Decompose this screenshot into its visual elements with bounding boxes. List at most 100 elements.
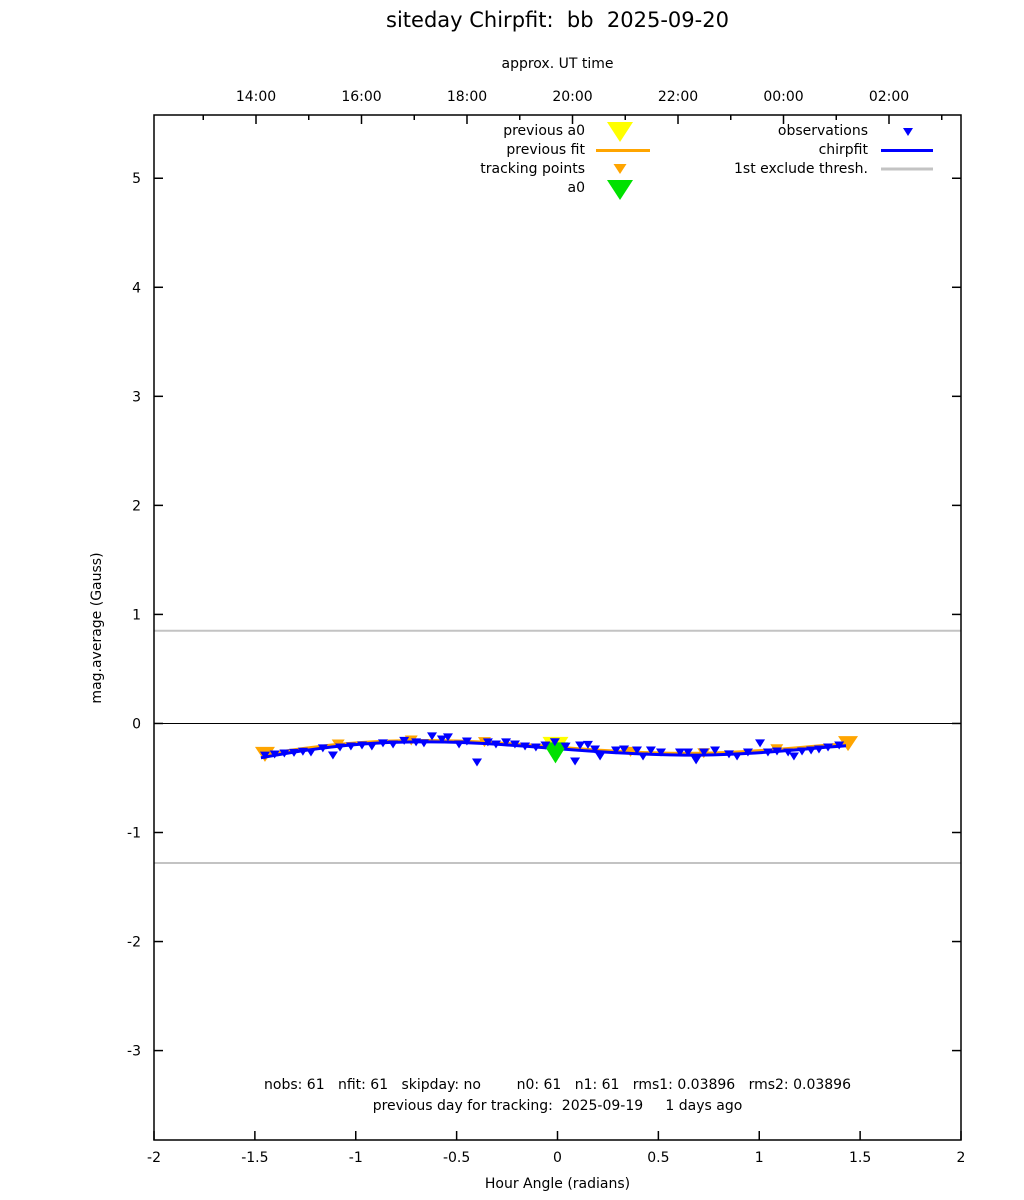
- observation-marker: [317, 744, 328, 753]
- observation-marker: [742, 748, 753, 757]
- observation-marker: [427, 732, 438, 741]
- x-axis-tick-label: 0.5: [647, 1150, 669, 1166]
- y-axis-tick-label: -2: [127, 935, 141, 951]
- observation-marker: [399, 736, 410, 745]
- y-axis-tick-label: -3: [127, 1044, 141, 1060]
- x-axis-tick-label: 1.5: [849, 1150, 871, 1166]
- legend-label-a0: a0: [567, 180, 586, 196]
- x2-axis-tick-label: 00:00: [763, 89, 803, 105]
- observation-marker: [520, 742, 531, 751]
- observation-marker: [788, 752, 799, 761]
- stats-line-2: previous day for tracking: 2025-09-19 1 …: [372, 1098, 743, 1114]
- stats-line-1: nobs: 61 nfit: 61 skipday: no n0: 61 n1:…: [264, 1077, 851, 1093]
- observation-marker: [472, 758, 483, 767]
- y-axis-tick-label: 3: [132, 389, 141, 405]
- observation-marker: [655, 748, 666, 757]
- observation-marker: [454, 740, 465, 749]
- observation-marker: [595, 752, 606, 761]
- plot-border: [153, 114, 962, 1141]
- observation-marker: [305, 748, 316, 757]
- observation-marker: [772, 747, 783, 756]
- x-axis-tick-label: -1: [349, 1150, 363, 1166]
- observation-marker: [279, 749, 290, 758]
- observation-marker: [461, 737, 472, 746]
- legend-label-previous-fit: previous fit: [506, 142, 585, 158]
- legend-marker-sample: [607, 122, 633, 142]
- observation-marker: [501, 738, 512, 747]
- observation-marker: [411, 738, 422, 747]
- observation-marker: [549, 738, 560, 747]
- x2-axis-tick-label: 18:00: [447, 89, 487, 105]
- observation-marker: [377, 739, 388, 748]
- observation-marker: [691, 756, 702, 765]
- legend-marker-sample: [903, 128, 913, 136]
- observation-marker: [710, 746, 721, 755]
- observation-marker: [683, 748, 694, 757]
- x-axis-tick-label: 1: [755, 1150, 764, 1166]
- observation-marker: [762, 748, 773, 757]
- observation-marker: [345, 742, 356, 751]
- legend-label-observations: observations: [777, 123, 868, 139]
- legend-marker-sample: [613, 164, 627, 174]
- y-axis-tick-label: 0: [132, 716, 141, 732]
- observation-marker: [327, 751, 338, 760]
- observation-marker: [482, 738, 493, 747]
- observation-marker: [834, 741, 845, 750]
- observation-marker: [590, 745, 601, 754]
- y-axis-tick-label: 2: [132, 498, 141, 514]
- observation-marker: [259, 751, 270, 760]
- x2-axis-tick-label: 22:00: [658, 89, 698, 105]
- tracking-point-marker: [624, 746, 638, 757]
- x-axis-label: Hour Angle (radians): [484, 1176, 631, 1192]
- observation-marker: [755, 739, 766, 748]
- observation-marker: [418, 739, 429, 748]
- observation-marker: [732, 752, 743, 761]
- observation-marker: [366, 742, 377, 751]
- observation-marker: [582, 740, 593, 749]
- observation-marker: [388, 740, 399, 749]
- observation-marker: [269, 750, 280, 759]
- y-axis-tick-label: 1: [132, 607, 141, 623]
- observation-marker: [335, 743, 346, 752]
- x-axis-tick-label: -2: [147, 1150, 161, 1166]
- observation-marker: [806, 746, 817, 755]
- observation-marker: [619, 745, 630, 754]
- x-axis-tick-label: 2: [957, 1150, 966, 1166]
- x2-axis-tick-label: 20:00: [552, 89, 592, 105]
- tracking-point-marker: [838, 736, 859, 752]
- x-axis-tick-label: -1.5: [241, 1150, 268, 1166]
- y-axis-tick-label: -1: [127, 826, 141, 842]
- x2-axis-tick-label: 16:00: [341, 89, 381, 105]
- observation-marker: [289, 748, 300, 757]
- a0-marker: [542, 742, 569, 764]
- observation-marker: [570, 757, 581, 766]
- observation-marker: [631, 746, 642, 755]
- x2-axis-tick-label: 14:00: [236, 89, 276, 105]
- observation-marker: [698, 748, 709, 757]
- observation-marker: [823, 743, 834, 752]
- observation-marker: [783, 748, 794, 757]
- observation-marker: [638, 752, 649, 761]
- legend-label-exclude-thresh: 1st exclude thresh.: [734, 161, 868, 177]
- x-axis-tick-label: 0: [553, 1150, 562, 1166]
- observation-marker: [797, 747, 808, 756]
- y-axis-tick-label: 4: [132, 280, 141, 296]
- legend-label-tracking-points: tracking points: [480, 161, 585, 177]
- chart-title: siteday Chirpfit: bb 2025-09-20: [386, 8, 729, 32]
- legend-label-chirpfit: chirpfit: [818, 142, 868, 158]
- observation-marker: [645, 746, 656, 755]
- y-axis-tick-label: 5: [132, 171, 141, 187]
- observation-marker: [442, 733, 453, 742]
- observation-marker: [357, 741, 368, 750]
- observation-marker: [490, 740, 501, 749]
- observation-marker: [297, 747, 308, 756]
- x-axis-tick-label: -0.5: [443, 1150, 470, 1166]
- observation-marker: [674, 748, 685, 757]
- observation-marker: [436, 735, 447, 744]
- observation-marker: [575, 741, 586, 750]
- legend-label-previous-a0: previous a0: [503, 123, 585, 139]
- observation-marker: [530, 743, 541, 752]
- observation-marker: [509, 740, 520, 749]
